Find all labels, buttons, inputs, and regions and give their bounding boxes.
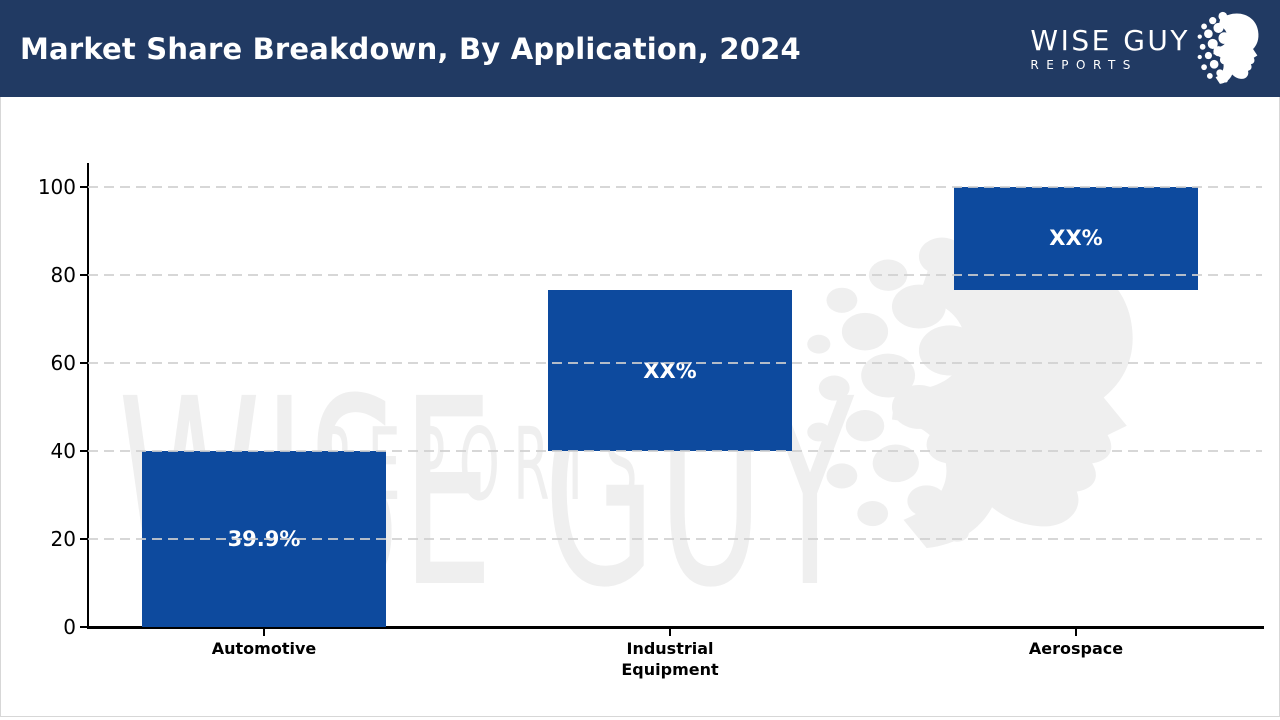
- bar-industrial-equipment: XX%: [548, 289, 792, 452]
- y-tick-label: 100: [37, 175, 76, 199]
- x-category-label: Aerospace: [1028, 639, 1124, 658]
- y-tick-label: 60: [50, 351, 76, 375]
- y-tick-mark: [80, 626, 88, 628]
- page-title: Market Share Breakdown, By Application, …: [20, 31, 801, 66]
- wiseguy-head-icon: [1197, 11, 1259, 84]
- y-tick-mark: [80, 186, 88, 188]
- y-gridline: [88, 450, 1262, 452]
- y-tick-label: 40: [50, 439, 76, 463]
- y-gridline: [88, 186, 1262, 188]
- wiseguy-logo: WISE GUY REPORTS: [1030, 6, 1266, 92]
- logo-wiseguy-text: WISE GUY: [1030, 24, 1190, 58]
- x-tick-mark: [669, 629, 671, 636]
- y-tick-mark: [80, 362, 88, 364]
- logo-reports-text: REPORTS: [1030, 57, 1138, 72]
- y-gridline: [88, 362, 1262, 364]
- y-gridline: [88, 274, 1262, 276]
- y-tick-mark: [80, 450, 88, 452]
- y-tick-mark: [80, 538, 88, 540]
- x-axis-line: [87, 626, 1264, 629]
- x-tick-mark: [1075, 629, 1077, 636]
- x-category-label: Industrial Equipment: [621, 639, 719, 679]
- y-tick-label: 80: [50, 263, 76, 287]
- x-category-label: Automotive: [211, 639, 317, 658]
- y-tick-mark: [80, 274, 88, 276]
- y-gridline: [88, 538, 1262, 540]
- bar-value-label: XX%: [1049, 226, 1103, 251]
- y-tick-label: 0: [63, 615, 76, 639]
- y-tick-label: 20: [50, 527, 76, 551]
- y-axis-line: [87, 163, 89, 629]
- x-tick-mark: [263, 629, 265, 636]
- header-bar: Market Share Breakdown, By Application, …: [0, 0, 1280, 97]
